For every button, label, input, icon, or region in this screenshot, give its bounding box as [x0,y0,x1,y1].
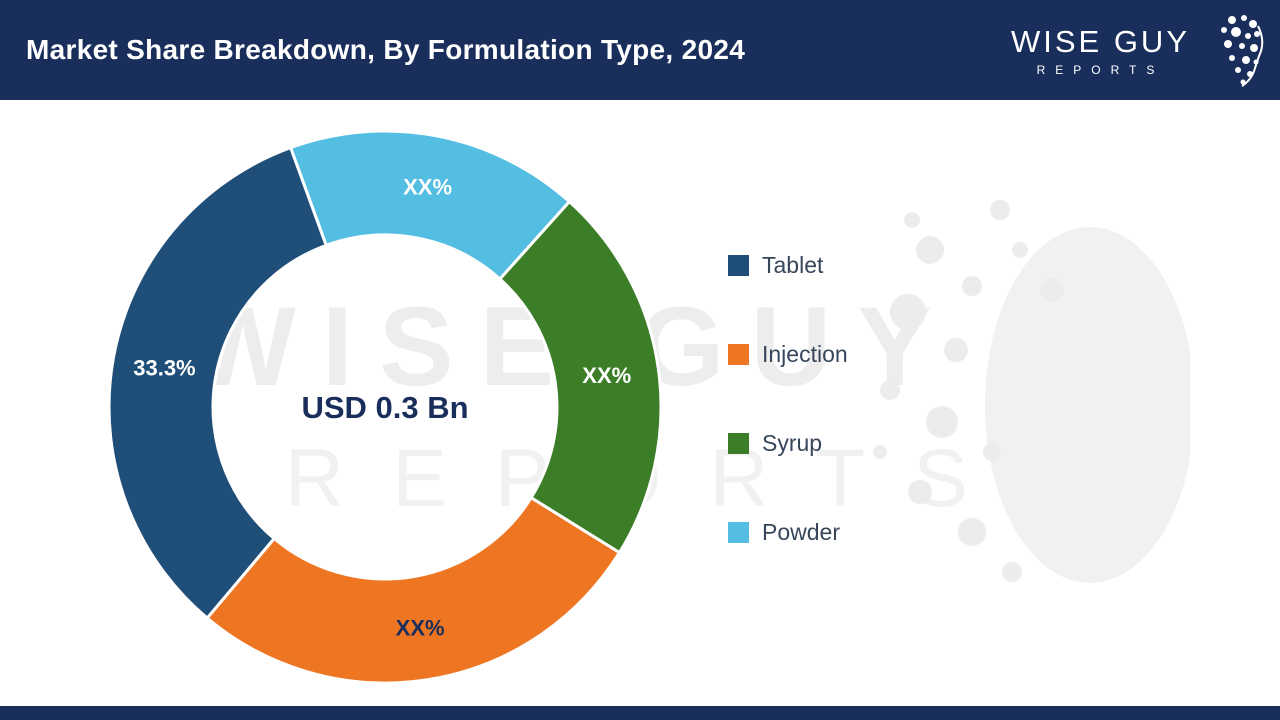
legend-swatch [728,255,749,276]
page-title: Market Share Breakdown, By Formulation T… [26,34,746,65]
segment-label-syrup: XX% [582,363,631,388]
legend-item-powder[interactable]: Powder [728,519,848,546]
chart-legend: Tablet Injection Syrup Powder [728,252,848,546]
legend-label: Syrup [762,430,823,456]
legend-label: Injection [762,341,848,367]
chart-center-value: USD 0.3 Bn [301,390,469,425]
legend-swatch [728,433,749,454]
donut-chart: XX% XX% XX% 33.3% [105,127,665,692]
brand-subtitle: REPORTS [1036,62,1165,77]
brand-logo: WISE GUY REPORTS [1011,10,1264,90]
donut-segment-syrup[interactable] [497,199,663,555]
legend-swatch [728,344,749,365]
watermark-face-dots [873,200,1190,583]
segment-label-powder: XX% [403,175,452,200]
footer-bar [0,706,1280,720]
legend-label: Powder [762,519,840,545]
legend-item-injection[interactable]: Injection [728,341,848,368]
legend-label: Tablet [762,252,824,278]
header-bar: Market Share Breakdown, By Formulation T… [0,0,1280,100]
segment-label-tablet: 33.3% [133,355,195,380]
segment-label-injection: XX% [396,616,445,641]
legend-item-tablet[interactable]: Tablet [728,252,848,279]
brand-name: WISE GUY [1010,23,1190,59]
legend-item-syrup[interactable]: Syrup [728,430,848,457]
donut-segment-tablet[interactable] [107,145,329,621]
legend-swatch [728,522,749,543]
brand-head-icon [1221,15,1264,87]
donut-segment-injection[interactable] [205,495,622,685]
